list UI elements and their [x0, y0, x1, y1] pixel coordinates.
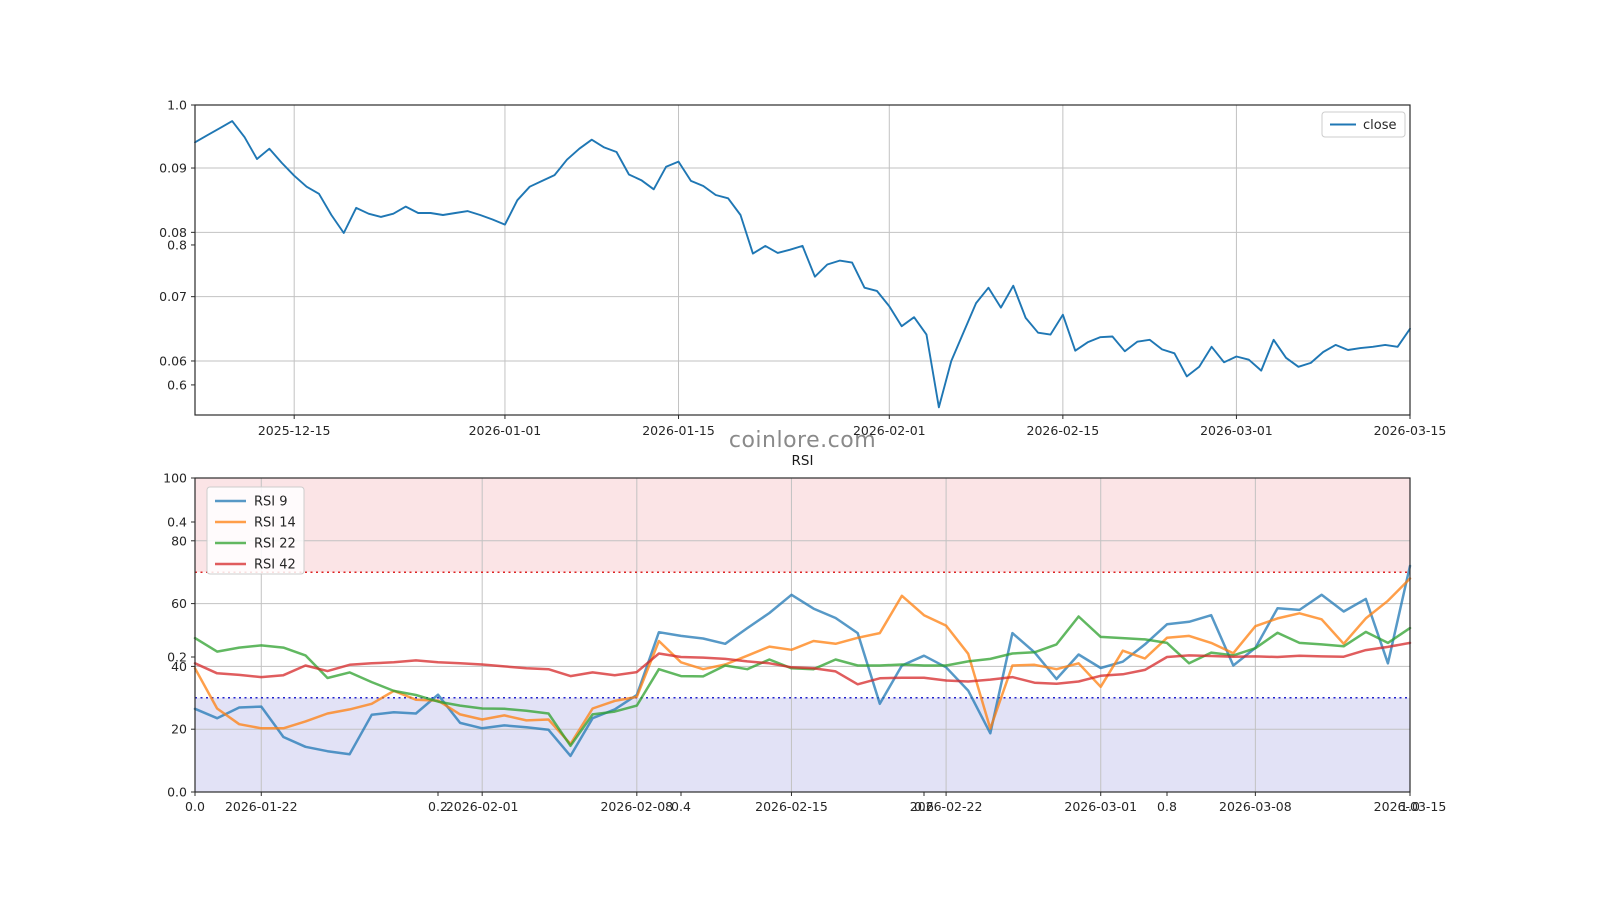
svg-text:0.06: 0.06 [159, 353, 187, 368]
svg-text:1.0: 1.0 [167, 98, 187, 113]
price-axes-frame [194, 104, 1411, 416]
svg-text:0.09: 0.09 [159, 161, 187, 176]
svg-text:RSI 9: RSI 9 [254, 495, 288, 510]
rsi-9-line [193, 564, 1412, 758]
svg-text:2026-01-22: 2026-01-22 [225, 799, 298, 814]
svg-text:0.8: 0.8 [167, 237, 187, 252]
svg-text:2026-02-15: 2026-02-15 [755, 799, 828, 814]
svg-text:2026-03-15: 2026-03-15 [1374, 423, 1447, 438]
rsi-axes-frame [194, 477, 1411, 793]
svg-text:2026-03-15: 2026-03-15 [1374, 799, 1447, 814]
svg-text:100: 100 [163, 471, 187, 486]
rsi-axis-ticks: 100 80 60 40 20 0.4 0.2 0.0 2026-01-22 2026-02-01… [163, 471, 1446, 815]
price-axis-ticks: 0.09 0.08 0.07 0.06 1.0 0.8 0.6 2025-12-15 2026-… [159, 98, 1446, 439]
svg-text:2025-12-15: 2025-12-15 [258, 423, 331, 438]
price-chart: 0.09 0.08 0.07 0.06 1.0 0.8 0.6 2025-12-15 2026-… [159, 98, 1446, 439]
svg-text:RSI 42: RSI 42 [254, 558, 296, 573]
svg-text:0.0: 0.0 [167, 785, 187, 800]
svg-text:RSI 14: RSI 14 [254, 516, 296, 531]
svg-text:0.4: 0.4 [167, 515, 187, 530]
overbought-zone [195, 478, 1410, 573]
rsi-42-line [193, 641, 1412, 686]
svg-text:80: 80 [171, 533, 187, 548]
svg-text:2026-03-01: 2026-03-01 [1200, 423, 1273, 438]
svg-text:2026-03-01: 2026-03-01 [1064, 799, 1137, 814]
rsi-chart: 100 80 60 40 20 0.4 0.2 0.0 2026-01-22 2026-02-01… [163, 471, 1446, 815]
svg-text:2026-02-15: 2026-02-15 [1027, 423, 1100, 438]
svg-text:close: close [1363, 118, 1396, 133]
svg-text:0.8: 0.8 [1157, 799, 1177, 814]
rsi-chart-title: RSI [791, 453, 814, 469]
price-legend: close [1321, 111, 1406, 138]
svg-text:0.6: 0.6 [914, 799, 934, 814]
svg-text:2026-03-08: 2026-03-08 [1219, 799, 1292, 814]
svg-text:0.4: 0.4 [671, 799, 691, 814]
svg-text:0.2: 0.2 [167, 650, 187, 665]
svg-text:0.08: 0.08 [159, 225, 187, 240]
rsi-legend: RSI 9 RSI 14 RSI 22 RSI 42 [206, 486, 305, 575]
svg-text:0.2: 0.2 [428, 799, 448, 814]
svg-text:2026-01-15: 2026-01-15 [642, 423, 715, 438]
oversold-zone [195, 697, 1410, 792]
svg-text:0.6: 0.6 [167, 377, 187, 392]
svg-text:2026-02-01: 2026-02-01 [853, 423, 926, 438]
watermark: coinlore.com [728, 428, 877, 453]
svg-text:20: 20 [171, 722, 187, 737]
svg-text:2026-01-01: 2026-01-01 [469, 423, 542, 438]
svg-text:2026-02-22: 2026-02-22 [910, 799, 983, 814]
svg-text:40: 40 [171, 659, 187, 674]
svg-text:1.0: 1.0 [1400, 799, 1420, 814]
svg-text:0.07: 0.07 [159, 289, 187, 304]
close-line [194, 120, 1411, 409]
price-grid [195, 105, 1411, 415]
svg-text:2026-02-08: 2026-02-08 [600, 799, 673, 814]
svg-text:60: 60 [171, 596, 187, 611]
svg-text:0.0: 0.0 [185, 799, 205, 814]
svg-text:2026-02-01: 2026-02-01 [446, 799, 519, 814]
svg-text:RSI 22: RSI 22 [254, 537, 296, 552]
